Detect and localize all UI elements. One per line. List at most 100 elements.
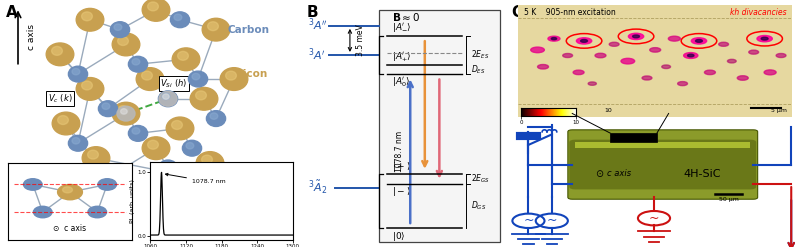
Circle shape (72, 138, 80, 144)
Text: C: C (511, 5, 522, 20)
Circle shape (58, 116, 69, 124)
Circle shape (118, 106, 128, 115)
Circle shape (102, 103, 110, 109)
Text: $|A^{\prime}_{-}\rangle$: $|A^{\prime}_{-}\rangle$ (391, 21, 411, 34)
Circle shape (530, 47, 544, 53)
Circle shape (650, 48, 661, 52)
Circle shape (112, 102, 140, 125)
Circle shape (226, 71, 237, 80)
Circle shape (159, 91, 177, 106)
Circle shape (72, 68, 80, 75)
Circle shape (170, 12, 190, 28)
Circle shape (69, 135, 88, 151)
Circle shape (118, 37, 128, 45)
Bar (575, 142, 750, 147)
Circle shape (628, 33, 644, 40)
Circle shape (162, 162, 170, 169)
Circle shape (206, 111, 226, 126)
Circle shape (668, 36, 680, 41)
Circle shape (147, 2, 158, 11)
Text: $^3A'$: $^3A'$ (308, 46, 326, 63)
Circle shape (551, 38, 557, 40)
Text: $D_{ES}$: $D_{ES}$ (470, 63, 485, 76)
Text: $|0\rangle$: $|0\rangle$ (391, 230, 405, 243)
Text: $^3A''$: $^3A''$ (308, 16, 328, 33)
Text: Carbon: Carbon (228, 25, 270, 35)
Text: PL (kcps): PL (kcps) (521, 108, 550, 113)
Circle shape (82, 12, 93, 21)
Circle shape (208, 22, 218, 31)
Text: $|+\rangle$: $|+\rangle$ (391, 160, 410, 173)
Circle shape (738, 76, 748, 80)
Text: ~: ~ (546, 214, 557, 227)
Text: c axis: c axis (27, 24, 36, 50)
Circle shape (88, 150, 98, 159)
Circle shape (88, 206, 106, 218)
Text: B: B (306, 5, 318, 20)
Text: c axis: c axis (607, 169, 631, 178)
Text: $|-\rangle$: $|-\rangle$ (391, 185, 410, 198)
Circle shape (110, 22, 130, 38)
Circle shape (142, 71, 152, 80)
Circle shape (142, 0, 170, 21)
Circle shape (121, 109, 127, 114)
Circle shape (76, 8, 104, 31)
Circle shape (216, 177, 224, 184)
Bar (610, 133, 657, 142)
Circle shape (51, 46, 62, 55)
Circle shape (182, 140, 202, 156)
Circle shape (202, 155, 212, 164)
Circle shape (595, 53, 606, 58)
Circle shape (162, 93, 170, 100)
Circle shape (34, 206, 52, 218)
Text: $2E_{GS}$: $2E_{GS}$ (470, 173, 490, 185)
Circle shape (577, 38, 592, 44)
Circle shape (69, 66, 88, 82)
Circle shape (562, 54, 573, 58)
Circle shape (142, 137, 170, 160)
Text: 3.5 meV: 3.5 meV (356, 24, 365, 56)
Circle shape (76, 78, 104, 100)
Circle shape (727, 59, 736, 63)
Circle shape (695, 40, 702, 42)
Text: $^3\tilde{A}_2$: $^3\tilde{A}_2$ (308, 179, 327, 196)
Circle shape (588, 82, 596, 85)
Circle shape (98, 170, 118, 186)
Text: 1078.7 nm: 1078.7 nm (395, 131, 404, 172)
Circle shape (23, 179, 42, 190)
Circle shape (166, 117, 194, 140)
Text: $\mathbf{B}\approx 0$: $\mathbf{B}\approx 0$ (391, 11, 420, 23)
FancyBboxPatch shape (568, 130, 758, 199)
Y-axis label: PL (arb. units): PL (arb. units) (130, 179, 134, 223)
Circle shape (117, 106, 135, 121)
Circle shape (192, 73, 200, 80)
Circle shape (718, 42, 729, 46)
Circle shape (684, 53, 698, 59)
Circle shape (112, 33, 140, 56)
Circle shape (172, 48, 200, 71)
Circle shape (764, 70, 776, 75)
Circle shape (210, 113, 218, 119)
Circle shape (761, 37, 768, 40)
Circle shape (132, 128, 140, 134)
Circle shape (538, 64, 549, 69)
Circle shape (128, 56, 147, 72)
FancyBboxPatch shape (379, 10, 500, 242)
Circle shape (158, 91, 178, 107)
Circle shape (642, 76, 652, 80)
Circle shape (136, 68, 164, 90)
Circle shape (158, 160, 178, 176)
Circle shape (548, 36, 560, 41)
Text: $2E_{ES}$: $2E_{ES}$ (470, 49, 489, 61)
Circle shape (98, 179, 117, 190)
Text: A: A (6, 5, 18, 20)
Text: 10: 10 (605, 108, 613, 113)
Circle shape (189, 71, 208, 87)
Circle shape (52, 112, 80, 135)
Text: ~: ~ (523, 214, 534, 227)
Circle shape (62, 187, 73, 193)
Text: 4H-SiC: 4H-SiC (683, 169, 721, 179)
Circle shape (573, 70, 584, 75)
Circle shape (186, 143, 194, 149)
Circle shape (610, 42, 619, 46)
